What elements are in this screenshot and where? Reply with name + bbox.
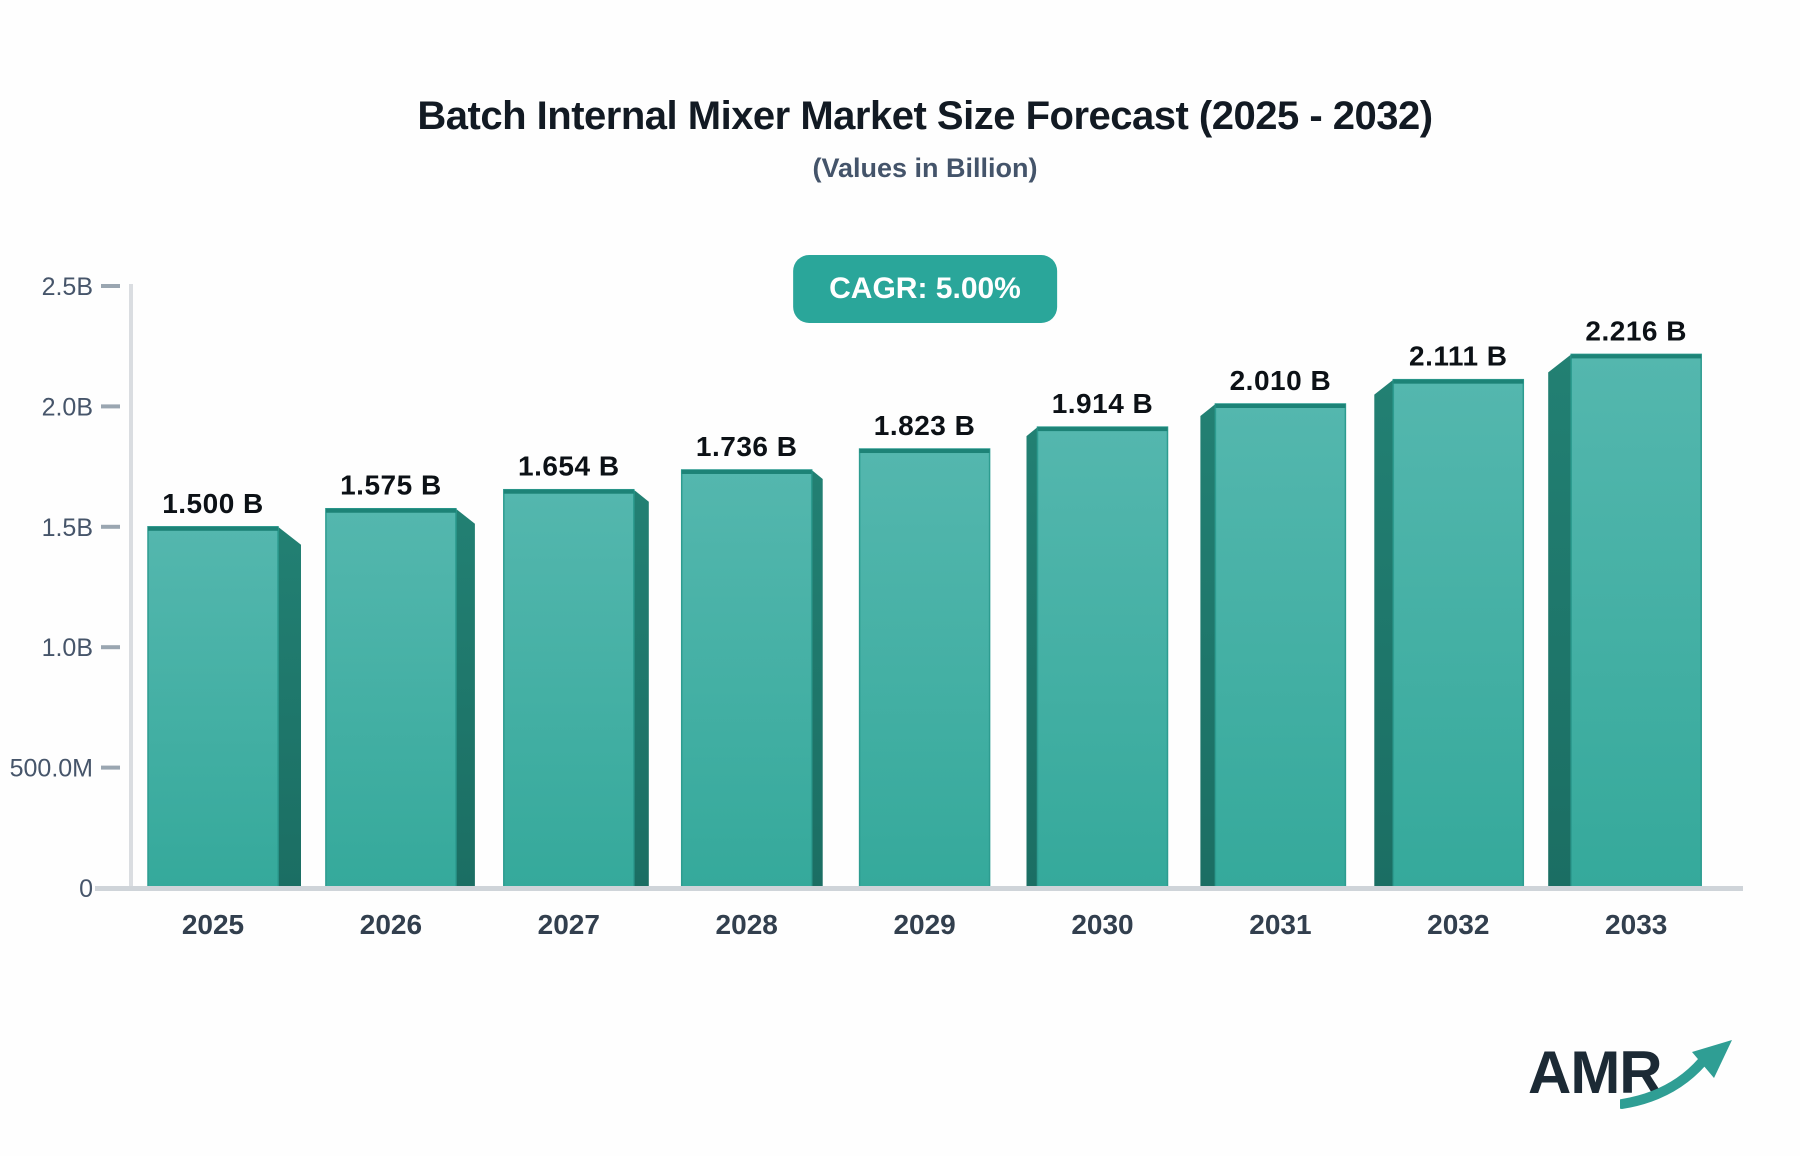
bar-value-label: 1.500 B	[162, 488, 264, 519]
bar-2030: 1.914 B 2030	[1026, 388, 1169, 940]
cagr-badge: CAGR: 5.00%	[793, 255, 1057, 323]
bar-face	[325, 507, 457, 889]
x-axis-label: 2033	[1605, 909, 1667, 940]
bar-value-label: 1.736 B	[696, 431, 798, 462]
x-axis-baseline	[95, 886, 1743, 891]
bar-top-edge	[503, 489, 634, 494]
bar-2026: 1.575 B 2026	[325, 470, 475, 940]
x-axis-label: 2030	[1071, 909, 1133, 940]
y-tick-label: 2.5B	[42, 273, 93, 301]
x-axis-label: 2026	[360, 909, 422, 940]
bar-side-face	[455, 508, 475, 888]
bar-face	[147, 526, 279, 889]
bar-face	[1570, 353, 1702, 889]
y-tick-label: 500.0M	[10, 755, 93, 783]
bar-top-edge	[325, 508, 456, 513]
bar-side-face	[278, 526, 301, 888]
bar-2032: 2.111 B 2032	[1374, 341, 1525, 940]
bar-side-face	[1374, 379, 1394, 888]
x-axis-label: 2032	[1427, 909, 1489, 940]
bar-value-label: 2.010 B	[1230, 365, 1332, 396]
bar-2033: 2.216 B 2033	[1548, 315, 1702, 940]
bar-value-label: 2.111 B	[1409, 341, 1507, 372]
amr-logo: AMR	[1528, 1030, 1758, 1120]
bar-value-label: 1.823 B	[874, 410, 976, 441]
y-tick-dash	[101, 404, 120, 409]
bar-value-label: 1.654 B	[518, 451, 620, 482]
bar-top-edge	[681, 469, 812, 474]
y-tick-dash	[101, 645, 120, 650]
bar-side-face	[1026, 427, 1038, 888]
bar-2031: 2.010 B 2031	[1200, 365, 1347, 940]
bar-side-face	[1200, 403, 1216, 888]
y-tick-label: 1.0B	[42, 634, 93, 662]
bar-side-face	[811, 469, 823, 888]
x-axis-label: 2031	[1249, 909, 1311, 940]
bar-top-edge	[148, 526, 278, 531]
bar-side-face	[633, 489, 649, 888]
bar-face	[1214, 403, 1347, 889]
bar-top-edge	[1571, 354, 1702, 359]
bar-value-label: 1.914 B	[1052, 388, 1154, 419]
bars-group: 1.500 B 2025 1.575 B 2026 1.654 B 2027 1.736 B…	[147, 315, 1702, 940]
y-tick-dash	[101, 524, 120, 529]
y-tick-dash	[101, 765, 120, 770]
x-axis-label: 2029	[893, 909, 955, 940]
bar-face	[680, 469, 813, 889]
bar-top-edge	[1215, 403, 1346, 408]
y-tick-label: 0	[79, 875, 93, 903]
chart-title: Batch Internal Mixer Market Size Forecas…	[417, 94, 1433, 138]
y-axis: 2.5B 2.0B 1.5B 1.0B 500.0M 0	[10, 273, 133, 903]
bar-2027: 1.654 B 2027	[503, 451, 649, 940]
amr-logo-text: AMR	[1528, 1039, 1663, 1106]
bar-2028: 1.736 B 2028	[680, 431, 823, 940]
y-tick-label: 1.5B	[42, 514, 93, 542]
bar-face	[858, 448, 991, 889]
bar-face	[1036, 426, 1169, 889]
x-axis-label: 2027	[538, 909, 600, 940]
bar-2029: 1.823 B 2029	[858, 410, 991, 940]
bar-value-label: 2.216 B	[1585, 315, 1687, 346]
bar-top-edge	[1393, 379, 1524, 384]
bar-face	[1392, 378, 1525, 889]
bar-value-label: 1.575 B	[340, 470, 442, 501]
x-axis-label: 2028	[716, 909, 778, 940]
bar-top-edge	[1037, 427, 1168, 432]
bar-2025: 1.500 B 2025	[147, 488, 301, 940]
y-tick-label: 2.0B	[42, 393, 93, 421]
growth-arrow-icon	[1620, 1040, 1732, 1109]
x-axis-label: 2025	[182, 909, 244, 940]
axis-overlay	[95, 886, 1743, 891]
chart-subtitle: (Values in Billion)	[812, 153, 1038, 183]
y-tick-dash	[101, 284, 120, 288]
bar-top-edge	[859, 449, 990, 454]
chart-header: Batch Internal Mixer Market Size Forecas…	[25, 0, 1800, 184]
bar-face	[503, 488, 635, 889]
y-axis-line	[129, 284, 133, 891]
bar-side-face	[1548, 354, 1572, 888]
